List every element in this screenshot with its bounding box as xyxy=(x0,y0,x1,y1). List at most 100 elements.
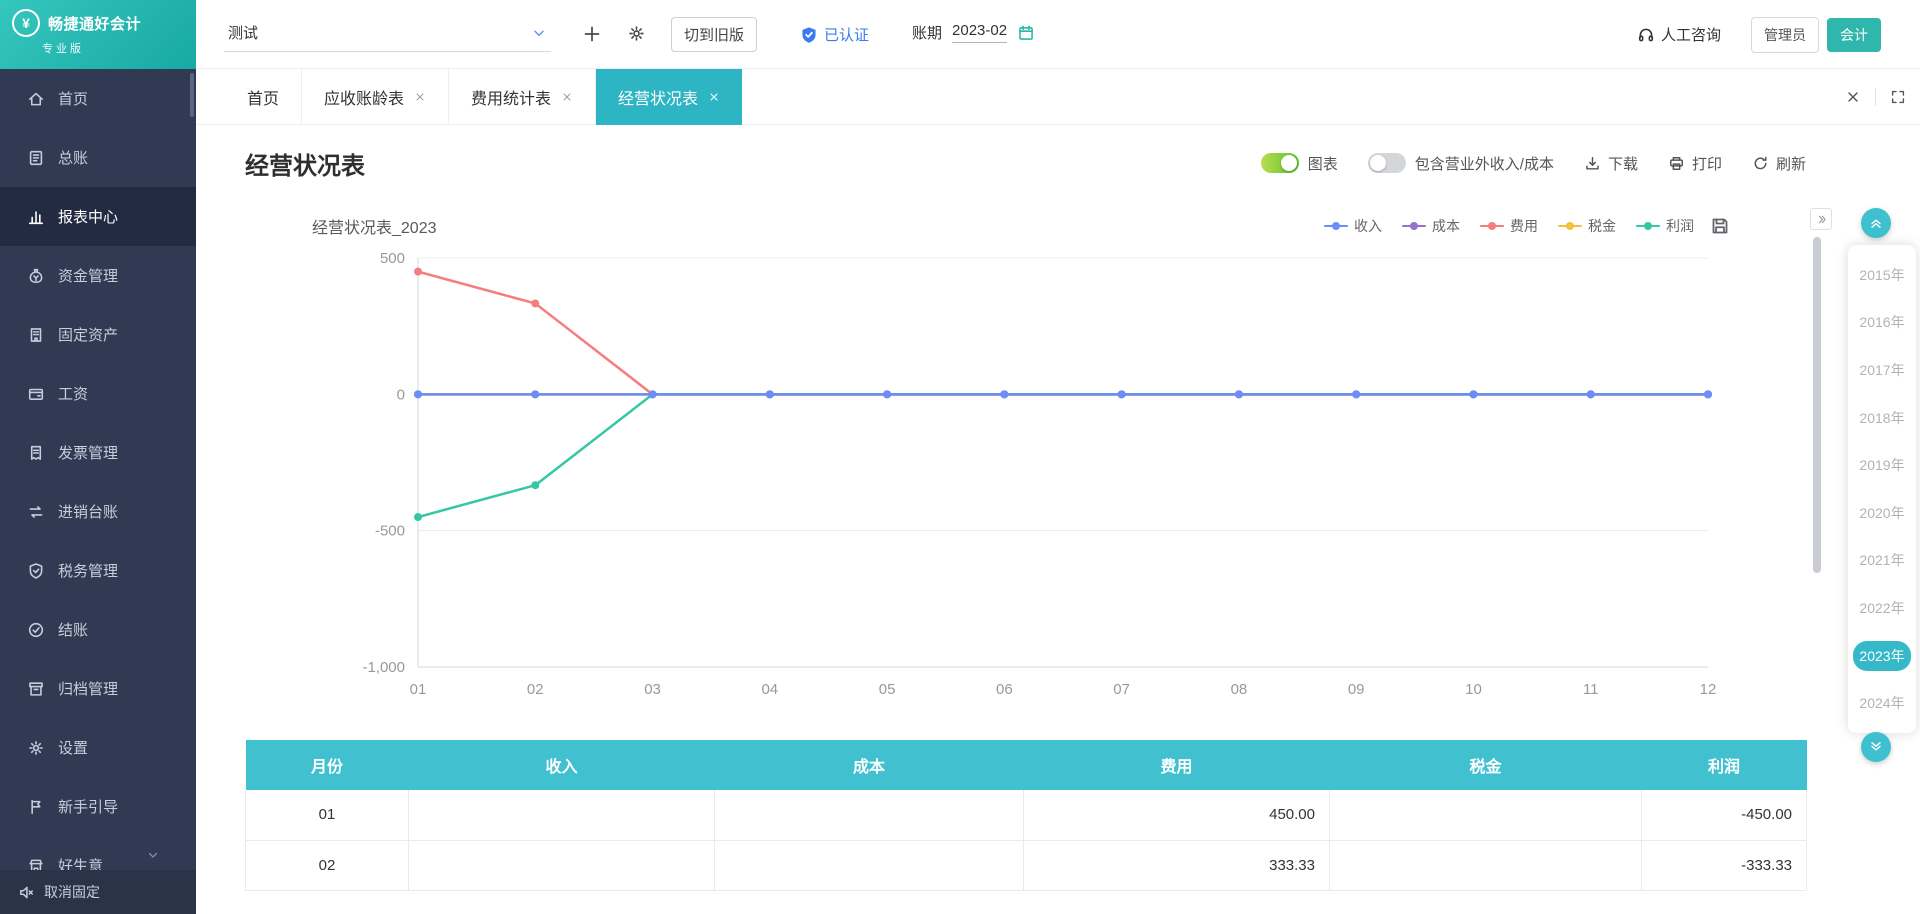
include-nonoperating-toggle[interactable] xyxy=(1367,153,1406,173)
sidebar-scroll-down-icon[interactable] xyxy=(146,848,160,862)
download-label: 下载 xyxy=(1607,155,1638,173)
legend-item-expense[interactable]: 费用 xyxy=(1480,216,1538,236)
sidebar-item-guide[interactable]: 新手引导 xyxy=(0,777,196,836)
tab-operating-status[interactable]: 经营状况表 xyxy=(596,69,743,125)
vertical-scrollbar[interactable] xyxy=(1813,237,1821,573)
tab-home[interactable]: 首页 xyxy=(225,69,303,125)
svg-text:09: 09 xyxy=(1348,681,1365,698)
sidebar-item-payroll[interactable]: 工资 xyxy=(0,364,196,423)
table-cell xyxy=(714,790,1024,841)
year-label: 2016年 xyxy=(1859,314,1905,331)
include-nonoperating-label: 包含营业外收入/成本 xyxy=(1414,155,1554,173)
calendar-icon[interactable] xyxy=(1017,24,1035,42)
sidebar-scrollbar[interactable] xyxy=(190,73,194,117)
year-item-2019[interactable]: 2019年 xyxy=(1848,441,1916,489)
legend-label: 成本 xyxy=(1432,218,1460,234)
year-item-2021[interactable]: 2021年 xyxy=(1848,537,1916,585)
year-scroll-up-button[interactable] xyxy=(1861,208,1891,238)
year-item-2020[interactable]: 2020年 xyxy=(1848,489,1916,537)
column-header: 税金 xyxy=(1329,740,1642,790)
gear-icon[interactable] xyxy=(627,24,646,43)
year-item-2016[interactable]: 2016年 xyxy=(1848,299,1916,347)
certified-label: 已认证 xyxy=(824,27,870,44)
sidebar-item-invoice[interactable]: 发票管理 xyxy=(0,423,196,482)
close-tab-icon[interactable] xyxy=(1845,89,1861,105)
report-table: 月份 收入 成本 费用 税金 利润 01 450.00 -450.00 02 333.33 -333… xyxy=(245,740,1807,891)
sidebar-item-label: 归档管理 xyxy=(58,681,119,698)
divider xyxy=(1875,88,1876,106)
table-cell xyxy=(408,790,715,841)
year-item-2022[interactable]: 2022年 xyxy=(1848,584,1916,632)
svg-text:500: 500 xyxy=(380,250,405,267)
collapse-panel-handle[interactable] xyxy=(1810,208,1832,230)
sidebar-item-fund[interactable]: 资金管理 xyxy=(0,246,196,305)
table-header-row: 月份 收入 成本 费用 税金 利润 xyxy=(245,740,1807,790)
fullscreen-icon[interactable] xyxy=(1890,89,1906,105)
refresh-button[interactable]: 刷新 xyxy=(1752,153,1806,174)
header-right: 人工咨询 管理员 会计 xyxy=(1637,0,1881,69)
sidebar-item-closing[interactable]: 结账 xyxy=(0,600,196,659)
accountant-role-button[interactable]: 会计 xyxy=(1827,17,1881,52)
sidebar-item-archive[interactable]: 归档管理 xyxy=(0,659,196,718)
axis-labels: 500 0 -500 -1,000 01 02 03 04 05 06 07 08 09 10 11 12 xyxy=(362,250,1716,698)
sidebar-item-report[interactable]: 报表中心 xyxy=(0,187,196,246)
sidebar-item-home[interactable]: 首页 xyxy=(0,69,196,128)
tab-close-icon[interactable] xyxy=(561,91,573,103)
year-label: 2022年 xyxy=(1859,599,1905,616)
year-label: 2017年 xyxy=(1859,361,1905,378)
legend-item-profit[interactable]: 利润 xyxy=(1636,216,1694,236)
double-chevron-down-icon xyxy=(1868,739,1884,755)
print-button[interactable]: 打印 xyxy=(1668,153,1722,174)
period-value[interactable]: 2023-02 xyxy=(952,22,1008,43)
main-content: 经营状况表 图表 包含营业外收入/成本 下载 打印 xyxy=(196,125,1920,914)
year-item-2023[interactable]: 2023年 xyxy=(1848,632,1916,680)
year-item-2018[interactable]: 2018年 xyxy=(1848,394,1916,442)
year-item-2015[interactable]: 2015年 xyxy=(1848,251,1916,299)
svg-text:01: 01 xyxy=(410,681,427,698)
archive-icon xyxy=(27,680,45,698)
year-label: 2019年 xyxy=(1859,457,1905,474)
unpin-label: 取消固定 xyxy=(44,884,100,900)
svg-text:06: 06 xyxy=(996,681,1013,698)
column-header: 收入 xyxy=(408,740,715,790)
tab-receivable-aging[interactable]: 应收账龄表 xyxy=(302,69,450,125)
consult-button[interactable]: 人工咨询 xyxy=(1637,24,1721,45)
sidebar-item-settings[interactable]: 设置 xyxy=(0,718,196,777)
certified-badge[interactable]: 已认证 xyxy=(800,24,869,45)
plus-icon[interactable] xyxy=(582,24,602,44)
account-set-select[interactable]: 测试 xyxy=(224,14,551,52)
legend-item-tax[interactable]: 税金 xyxy=(1558,216,1616,236)
sidebar-item-tax[interactable]: 税务管理 xyxy=(0,541,196,600)
tab-close-icon[interactable] xyxy=(414,91,426,103)
sidebar-item-asset[interactable]: 固定资产 xyxy=(0,305,196,364)
year-item-2017[interactable]: 2017年 xyxy=(1848,346,1916,394)
sidebar-item-shop[interactable]: 好生意 xyxy=(0,836,196,870)
year-scroll-down-button[interactable] xyxy=(1861,732,1891,762)
table-cell: -333.33 xyxy=(1641,840,1807,891)
year-label: 2021年 xyxy=(1859,552,1905,569)
tab-expense-stats[interactable]: 费用统计表 xyxy=(449,69,597,125)
year-item-2024[interactable]: 2024年 xyxy=(1848,679,1916,727)
legend-label: 费用 xyxy=(1510,218,1538,234)
chart-toggle[interactable] xyxy=(1260,153,1299,173)
column-header: 成本 xyxy=(714,740,1024,790)
download-button[interactable]: 下载 xyxy=(1584,153,1638,174)
sidebar-unpin-button[interactable]: 取消固定 xyxy=(0,870,196,914)
table-cell xyxy=(1329,840,1642,891)
sidebar-item-inout[interactable]: 进销台账 xyxy=(0,482,196,541)
tab-bar: 首页 应收账龄表 费用统计表 经营状况表 xyxy=(196,69,1920,125)
table-cell: 333.33 xyxy=(1023,840,1330,891)
admin-button[interactable]: 管理员 xyxy=(1751,16,1819,53)
save-icon[interactable] xyxy=(1710,216,1730,236)
sidebar-item-ledger[interactable]: 总账 xyxy=(0,128,196,187)
tab-close-icon[interactable] xyxy=(708,91,720,103)
fund-icon xyxy=(27,267,45,285)
switch-old-version-button[interactable]: 切到旧版 xyxy=(671,17,757,52)
legend-label: 利润 xyxy=(1666,218,1694,234)
legend-item-cost[interactable]: 成本 xyxy=(1402,216,1460,236)
tab-actions xyxy=(1845,69,1920,125)
svg-text:0: 0 xyxy=(397,386,405,403)
legend-item-income[interactable]: 收入 xyxy=(1324,216,1382,236)
invoice-icon xyxy=(27,444,45,462)
download-icon xyxy=(1584,155,1601,172)
